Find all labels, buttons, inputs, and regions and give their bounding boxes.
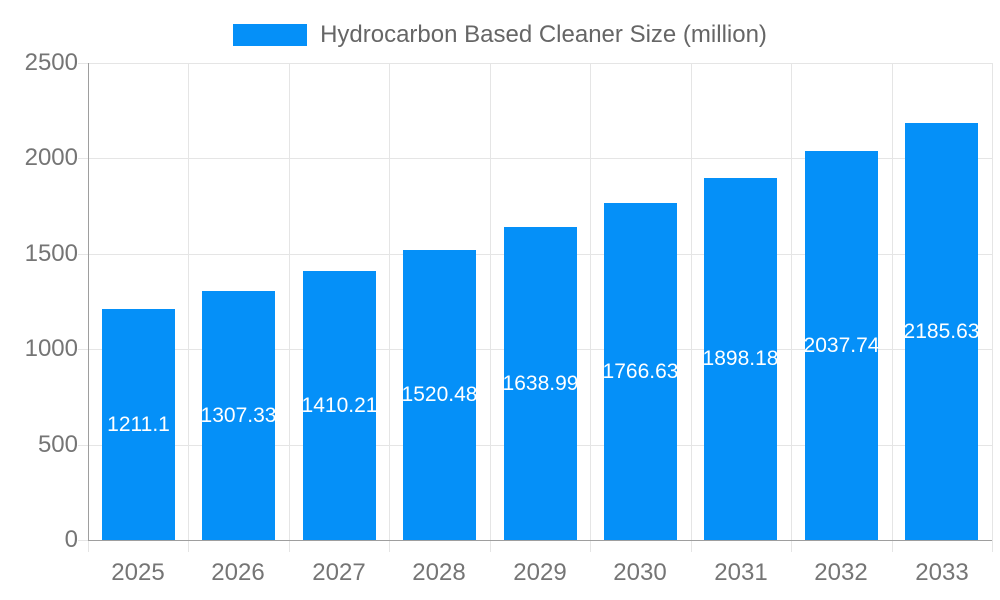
x-gridline — [289, 63, 290, 540]
x-axis-tick — [289, 540, 290, 552]
y-axis-tick — [78, 540, 88, 541]
x-axis-tick — [490, 540, 491, 552]
x-axis-tick — [892, 540, 893, 552]
bar-value-label: 2185.63 — [905, 319, 978, 343]
x-axis-line — [88, 540, 992, 541]
y-axis-tick — [78, 445, 88, 446]
x-tick-label: 2033 — [915, 559, 969, 586]
x-gridline — [791, 63, 792, 540]
x-axis-tick — [389, 540, 390, 552]
x-gridline — [590, 63, 591, 540]
x-gridline — [490, 63, 491, 540]
x-gridline — [389, 63, 390, 540]
y-axis-line — [88, 63, 89, 540]
y-tick-label: 1500 — [24, 240, 78, 267]
x-gridline — [992, 63, 993, 540]
y-tick-label: 2000 — [24, 144, 78, 171]
y-tick-label: 0 — [64, 526, 78, 553]
x-tick-label: 2028 — [412, 559, 466, 586]
x-tick-label: 2025 — [111, 559, 165, 586]
x-gridline — [188, 63, 189, 540]
x-tick-label: 2032 — [814, 559, 868, 586]
x-gridline — [691, 63, 692, 540]
bar: 1766.63 — [604, 203, 677, 540]
bar-value-label: 2037.74 — [805, 333, 878, 357]
bar-value-label: 1410.21 — [303, 393, 376, 417]
bar: 1307.33 — [202, 291, 275, 540]
y-tick-label: 1000 — [24, 335, 78, 362]
bar-value-label: 1766.63 — [604, 359, 677, 383]
legend-swatch — [233, 24, 308, 46]
y-tick-label: 2500 — [24, 49, 78, 76]
y-axis-tick — [78, 63, 88, 64]
x-axis-tick — [691, 540, 692, 552]
y-axis-tick — [78, 349, 88, 350]
bar: 2037.74 — [805, 151, 878, 540]
x-tick-label: 2026 — [211, 559, 265, 586]
x-axis-tick — [992, 540, 993, 552]
y-tick-label: 500 — [37, 431, 78, 458]
x-gridline — [892, 63, 893, 540]
bar: 1410.21 — [303, 271, 376, 540]
x-axis-tick — [88, 540, 89, 552]
bar-value-label: 1307.33 — [202, 403, 275, 427]
bar-value-label: 1520.48 — [403, 383, 476, 406]
bar: 1638.99 — [504, 227, 577, 540]
legend-label: Hydrocarbon Based Cleaner Size (million) — [320, 21, 767, 48]
bar: 1211.1 — [102, 309, 175, 540]
x-axis-tick — [188, 540, 189, 552]
x-axis-tick — [590, 540, 591, 552]
y-axis-tick — [78, 254, 88, 255]
y-gridline — [88, 63, 992, 64]
x-axis-tick — [791, 540, 792, 552]
legend: Hydrocarbon Based Cleaner Size (million) — [0, 21, 1000, 49]
x-tick-label: 2031 — [714, 559, 768, 586]
bar-value-label: 1638.99 — [504, 371, 577, 395]
bar-value-label: 1898.18 — [704, 347, 777, 370]
y-gridline — [88, 158, 992, 159]
bar: 2185.63 — [905, 123, 978, 540]
x-tick-label: 2029 — [513, 559, 567, 586]
bar-value-label: 1211.1 — [107, 412, 170, 436]
bar: 1520.48 — [403, 250, 476, 540]
x-tick-label: 2027 — [312, 559, 366, 586]
y-axis-tick — [78, 158, 88, 159]
x-tick-label: 2030 — [613, 559, 667, 586]
bar: 1898.18 — [704, 178, 777, 540]
